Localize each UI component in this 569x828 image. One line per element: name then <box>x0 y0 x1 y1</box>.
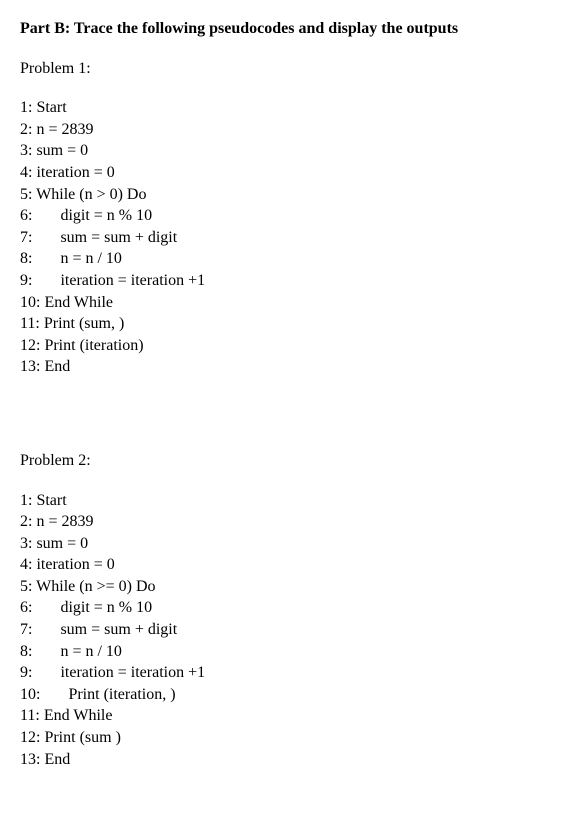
code-line: 13: End <box>20 749 549 771</box>
code-line: 3: sum = 0 <box>20 140 549 162</box>
code-line: 12: Print (iteration) <box>20 335 549 357</box>
part-b-title: Part B: Trace the following pseudocodes … <box>20 18 549 40</box>
spacer <box>20 418 549 446</box>
code-line: 4: iteration = 0 <box>20 162 549 184</box>
code-line: 1: Start <box>20 97 549 119</box>
code-line: 2: n = 2839 <box>20 119 549 141</box>
problem-1-code: 1: Start2: n = 28393: sum = 04: iteratio… <box>20 97 549 378</box>
code-line: 10: Print (iteration, ) <box>20 684 549 706</box>
code-line: 12: Print (sum ) <box>20 727 549 749</box>
code-line: 1: Start <box>20 490 549 512</box>
code-line: 9: iteration = iteration +1 <box>20 270 549 292</box>
code-line: 6: digit = n % 10 <box>20 205 549 227</box>
code-line: 5: While (n > 0) Do <box>20 184 549 206</box>
code-line: 10: End While <box>20 292 549 314</box>
code-line: 9: iteration = iteration +1 <box>20 662 549 684</box>
code-line: 3: sum = 0 <box>20 533 549 555</box>
code-line: 13: End <box>20 356 549 378</box>
code-line: 5: While (n >= 0) Do <box>20 576 549 598</box>
problem-1-label: Problem 1: <box>20 58 549 80</box>
code-line: 2: n = 2839 <box>20 511 549 533</box>
code-line: 7: sum = sum + digit <box>20 619 549 641</box>
problem-2-label: Problem 2: <box>20 450 549 472</box>
code-line: 8: n = n / 10 <box>20 641 549 663</box>
problem-2-code: 1: Start2: n = 28393: sum = 04: iteratio… <box>20 490 549 771</box>
code-line: 6: digit = n % 10 <box>20 597 549 619</box>
code-line: 11: Print (sum, ) <box>20 313 549 335</box>
code-line: 7: sum = sum + digit <box>20 227 549 249</box>
code-line: 11: End While <box>20 705 549 727</box>
code-line: 8: n = n / 10 <box>20 248 549 270</box>
code-line: 4: iteration = 0 <box>20 554 549 576</box>
